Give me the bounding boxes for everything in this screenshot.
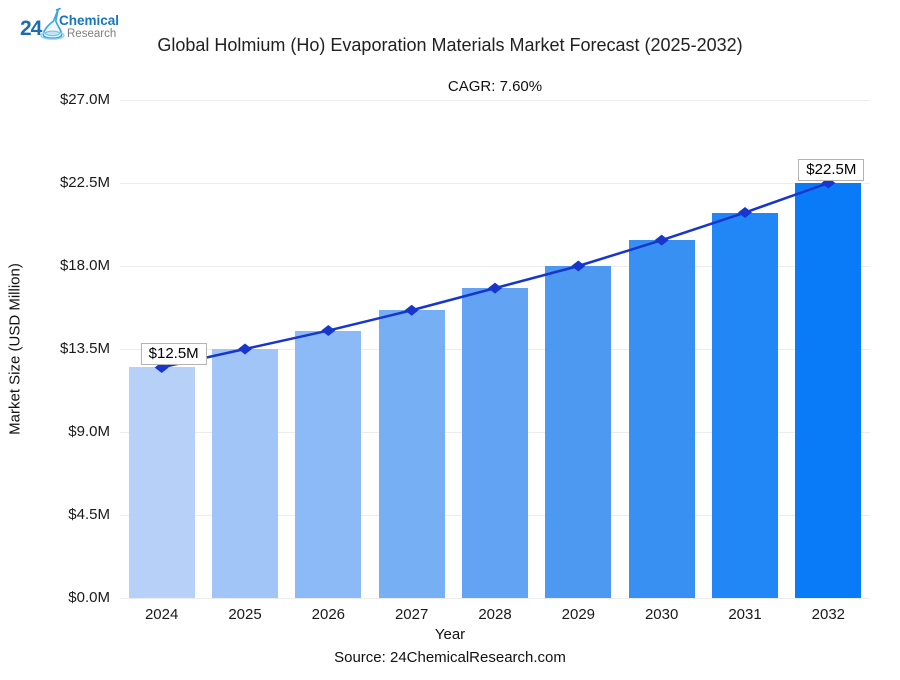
bar-2028 [462, 288, 528, 598]
gridline-$0.0M [120, 597, 870, 599]
bar-2027 [378, 310, 445, 598]
data-label-2032: $22.5M [798, 159, 865, 181]
y-tick-label-$13.5M: $13.5M [59, 340, 110, 357]
bar-2025 [212, 349, 278, 598]
gridline-$22.5M [120, 182, 870, 184]
source-credit: Source: 24ChemicalResearch.com [334, 649, 566, 666]
bar-2030 [628, 240, 695, 598]
x-axis-title: Year [434, 626, 466, 643]
gridline-$18.0M [120, 265, 870, 267]
trend-line-layer [154, 177, 836, 373]
data-point-marker-2027 [404, 304, 419, 316]
x-tick-label-2027: 2027 [394, 606, 429, 623]
y-tick-label-$18.0M: $18.0M [59, 257, 110, 274]
logo-word-research: Research [67, 28, 117, 40]
data-label-2024: $12.5M [140, 343, 207, 366]
chart-title: Global Holmium (Ho) Evaporation Material… [157, 35, 743, 55]
x-tick-label-2032: 2032 [811, 606, 846, 623]
bar-2024 [128, 367, 195, 598]
data-point-marker-2028 [488, 282, 502, 294]
gridline-$27.0M [120, 99, 870, 101]
plot-area: $12.5M $22.5M [120, 99, 870, 599]
flask-icon [40, 7, 65, 40]
logo-number: 24 [20, 17, 42, 40]
chart-subtitle-cagr: CAGR: 7.60% [447, 78, 543, 95]
x-tick-label-2028: 2028 [478, 606, 512, 623]
x-tick-label-2026: 2026 [311, 606, 346, 623]
data-point-marker-2025 [238, 343, 252, 355]
y-tick-label-$22.5M: $22.5M [59, 174, 110, 191]
y-tick-label-$9.0M: $9.0M [68, 423, 110, 440]
data-point-marker-2031 [738, 207, 752, 219]
x-tick-label-2031: 2031 [728, 606, 762, 623]
y-tick-label-$4.5M: $4.5M [68, 506, 110, 523]
bar-2031 [712, 212, 778, 598]
data-point-marker-2029 [571, 260, 586, 272]
y-tick-label-$27.0M: $27.0M [59, 91, 110, 108]
x-tick-label-2029: 2029 [561, 606, 596, 623]
x-tick-label-2025: 2025 [228, 606, 262, 623]
y-tick-label-$0.0M: $0.0M [68, 589, 110, 606]
x-tick-label-2030: 2030 [644, 606, 679, 623]
logo: 24 Chemical Research [20, 6, 140, 52]
bar-2032 [795, 183, 862, 598]
trend-line [161, 181, 829, 369]
x-tick-label-2024: 2024 [144, 606, 179, 623]
data-point-marker-2030 [654, 234, 669, 246]
data-point-marker-2026 [321, 325, 336, 337]
bar-2026 [295, 330, 362, 598]
bar-2029 [545, 266, 612, 598]
logo-word-chemical: Chemical [59, 13, 120, 28]
